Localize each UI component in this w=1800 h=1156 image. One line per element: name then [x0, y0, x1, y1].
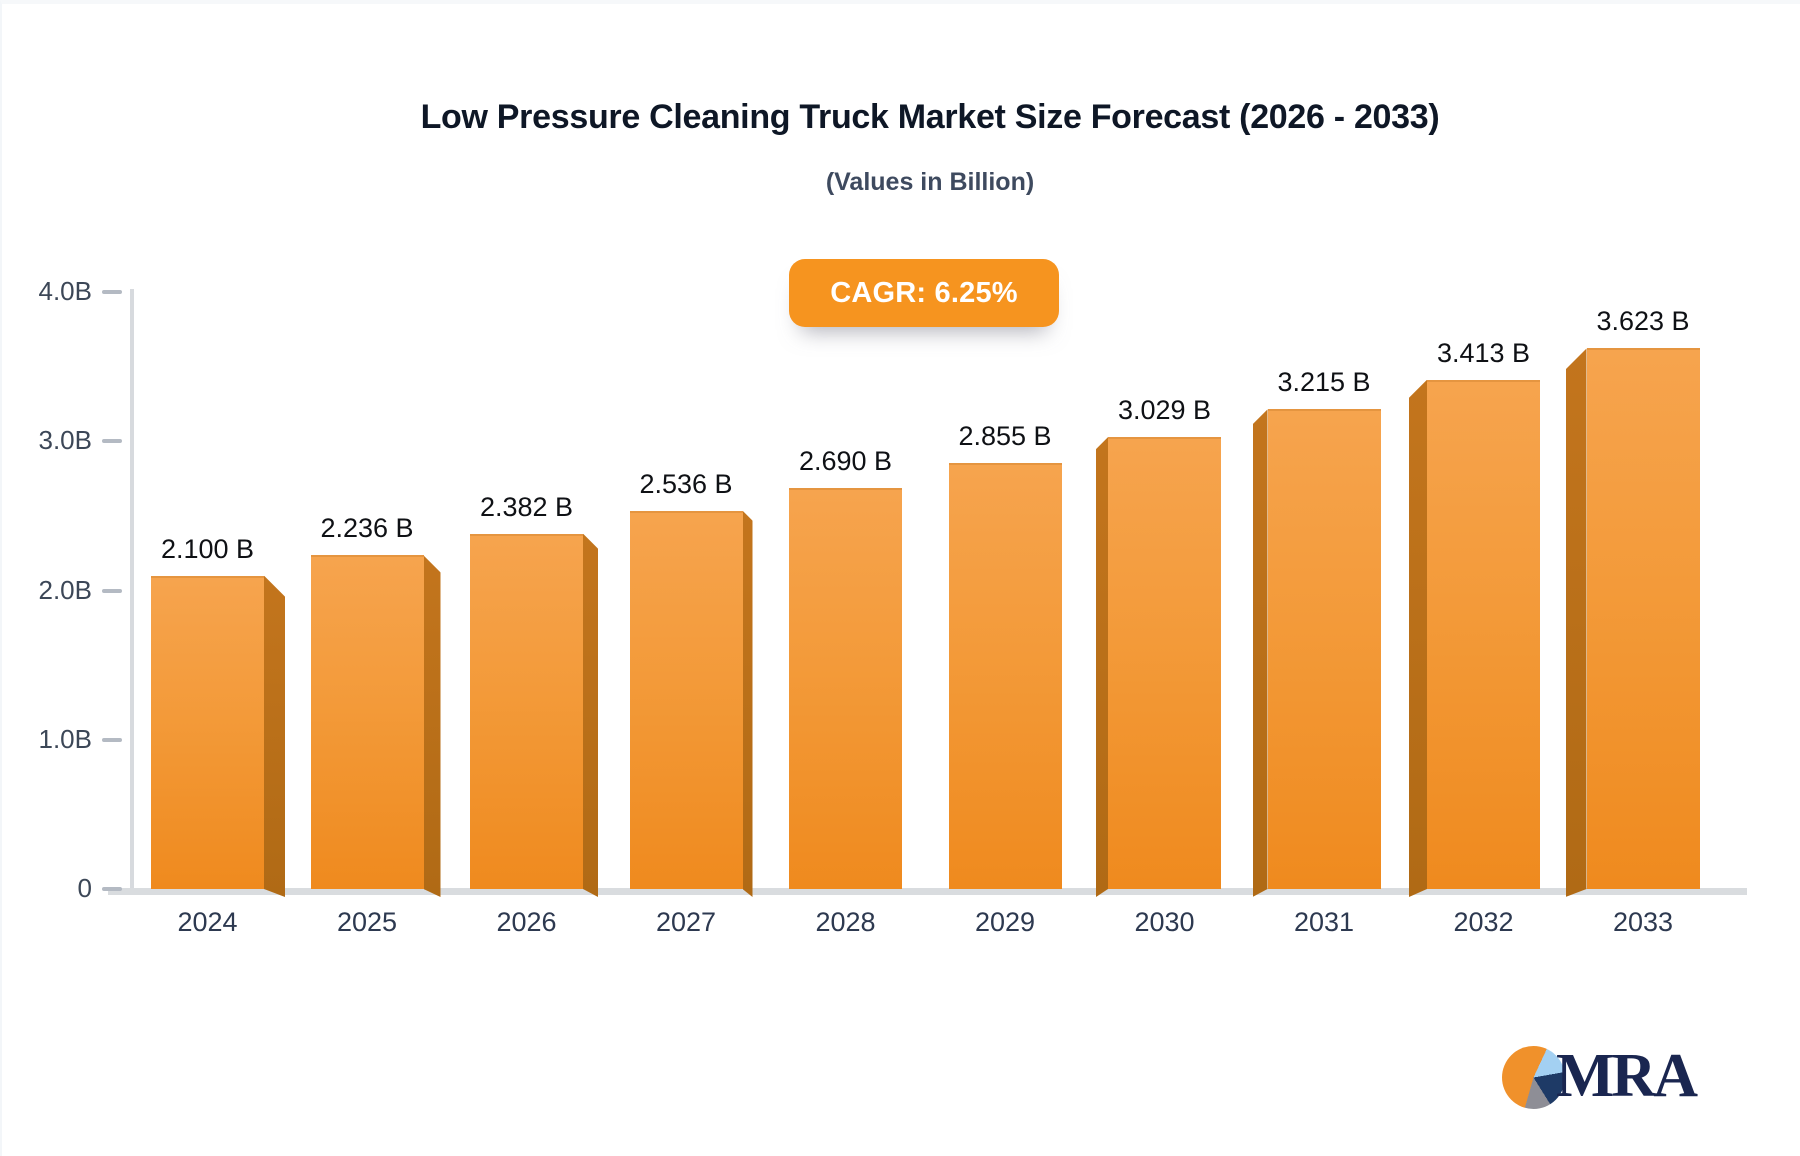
bar-front-2025 — [310, 555, 424, 889]
mra-logo: MRA — [1502, 1038, 1722, 1118]
bar-value-label-2027: 2.536 B — [639, 468, 733, 499]
bar-front-2024 — [151, 575, 264, 889]
y-tick-dash — [102, 887, 122, 891]
bar-front-2032 — [1427, 379, 1540, 889]
page-title: Low Pressure Cleaning Truck Market Size … — [420, 98, 1440, 136]
bar-side-2024 — [264, 575, 285, 897]
y-tick-dash — [102, 588, 122, 593]
y-tick-dash — [102, 439, 122, 444]
x-tick-label-2026: 2026 — [496, 907, 557, 937]
bar-value-label-2029: 2.855 B — [958, 421, 1052, 452]
cagr-badge: CAGR: 6.25% — [789, 259, 1059, 327]
bar-value-label-2024: 2.100 B — [160, 533, 255, 564]
y-tick-dash — [102, 290, 122, 295]
bar-front-2031 — [1267, 409, 1381, 889]
x-tick-label-2032: 2032 — [1453, 907, 1514, 937]
bar-front-2033 — [1586, 348, 1700, 889]
x-tick-label-2024: 2024 — [177, 907, 238, 937]
bar-front-2026 — [470, 533, 583, 889]
chart-subtitle: (Values in Billion) — [825, 168, 1035, 196]
bar-front-2027 — [629, 510, 743, 889]
bar-side-2025 — [423, 555, 441, 897]
bar-side-2033 — [1565, 348, 1587, 897]
bar-side-2027 — [742, 510, 753, 897]
x-tick-label-2033: 2033 — [1612, 907, 1674, 937]
x-axis-baseline — [108, 888, 1747, 895]
bar-chart-plot: 4.0B 3.0B 2.0B 1.0B 0 2.100 B 2024 2.236 B 2025 2… — [2, 4, 1800, 1156]
bar-front-2030 — [1108, 437, 1221, 889]
x-tick-label-2030: 2030 — [1134, 907, 1195, 937]
y-tick-label-1.0B: 1.0B — [38, 723, 93, 754]
pie-chart-icon — [1502, 1046, 1565, 1109]
x-tick-label-2028: 2028 — [815, 907, 876, 937]
bar-value-label-2025: 2.236 B — [320, 513, 414, 544]
mra-logo-text: MRA — [1556, 1042, 1698, 1110]
y-tick-label-3.0B: 3.0B — [38, 425, 93, 456]
y-tick-label-4.0B: 4.0B — [38, 276, 93, 307]
bar-value-label-2030: 3.029 B — [1117, 395, 1212, 426]
bar-front-2028 — [789, 487, 902, 889]
y-axis-line — [130, 289, 134, 889]
y-tick-label-2.0B: 2.0B — [38, 574, 93, 605]
bar-side-2031 — [1252, 409, 1268, 897]
x-tick-label-2025: 2025 — [336, 907, 398, 937]
cagr-badge-label: CAGR: 6.25% — [830, 276, 1018, 309]
bar-side-2030 — [1096, 437, 1108, 897]
x-tick-label-2029: 2029 — [974, 907, 1036, 937]
bar-side-2026 — [583, 533, 598, 897]
bar-value-label-2032: 3.413 B — [1436, 337, 1531, 368]
bar-value-label-2026: 2.382 B — [479, 491, 574, 522]
bar-value-label-2031: 3.215 B — [1277, 367, 1371, 398]
bar-side-2032 — [1409, 379, 1427, 897]
y-tick-dash — [102, 737, 122, 742]
bar-value-label-2033: 3.623 B — [1596, 306, 1690, 337]
bar-front-2029 — [948, 463, 1062, 889]
bar-value-label-2028: 2.690 B — [798, 445, 893, 476]
x-tick-label-2027: 2027 — [655, 907, 717, 937]
x-tick-label-2031: 2031 — [1293, 907, 1355, 937]
y-tick-label-0: 0 — [77, 873, 92, 903]
